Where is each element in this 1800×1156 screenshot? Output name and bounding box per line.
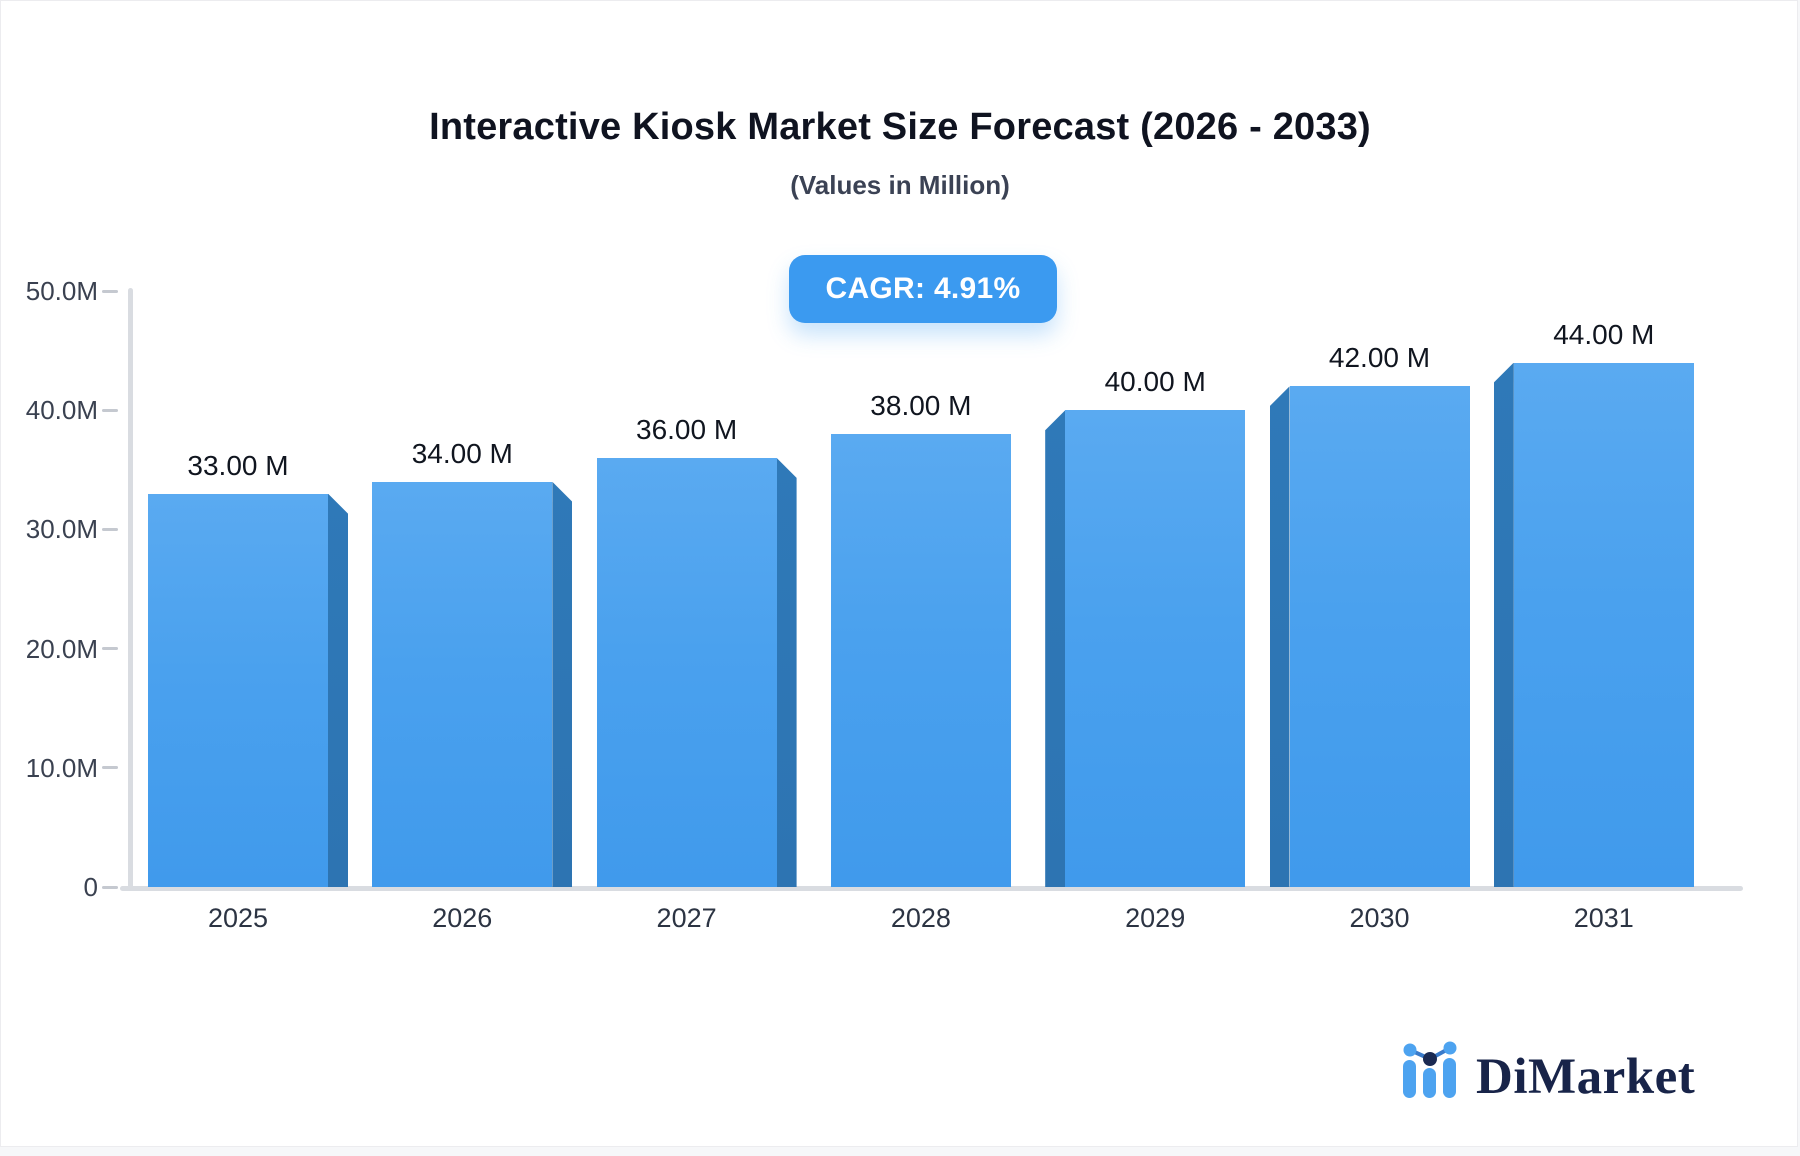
bar-2026-side-face [552, 481, 573, 887]
cagr-badge-label: CAGR: 4.91% [825, 272, 1021, 305]
bar-2027 [596, 457, 777, 887]
x-tick-label: 2025 [207, 903, 269, 933]
chart-subtitle: (Values in Million) [790, 170, 1010, 200]
x-tick-label: 2027 [656, 903, 717, 933]
brand-logo-text: DiMarket [1476, 1049, 1696, 1105]
y-tick-label: 20.0M [25, 633, 98, 664]
bar-value-label: 36.00 M [636, 413, 738, 445]
y-tick-label: 50.0M [25, 276, 98, 306]
x-tick-label: 2031 [1573, 903, 1634, 933]
bar-value-label: 42.00 M [1328, 342, 1431, 374]
bar-2026 [372, 481, 553, 887]
y-tick-mark [102, 885, 118, 889]
y-tick-mark [102, 408, 118, 412]
bar-2029 [1065, 410, 1246, 887]
bar-value-label: 34.00 M [411, 437, 513, 469]
y-tick-label: 0 [83, 872, 98, 902]
x-tick-label: 2028 [890, 903, 951, 933]
x-tick-label: 2030 [1349, 903, 1410, 933]
bar-2025 [148, 493, 328, 887]
x-axis-line [120, 886, 1743, 891]
chart-title: Interactive Kiosk Market Size Forecast (… [429, 106, 1371, 148]
x-tick-label: 2026 [432, 903, 493, 933]
bar-2029-side-face [1045, 410, 1066, 887]
y-tick-mark [102, 527, 118, 531]
bar-value-label: 40.00 M [1104, 366, 1206, 398]
brand-logo: DiMarket [1398, 1036, 1695, 1103]
bar-value-label: 33.00 M [187, 449, 289, 481]
y-tick-mark [102, 647, 118, 651]
bar-value-label: 38.00 M [870, 390, 972, 422]
bar-2028 [830, 434, 1011, 887]
x-tick-label: 2029 [1125, 903, 1186, 933]
mini-bar-chart-icon [1398, 1036, 1464, 1103]
bar-2031 [1513, 362, 1694, 887]
y-tick-label: 10.0M [25, 752, 98, 783]
bar-2025-side-face [328, 493, 348, 887]
bar-2030 [1289, 386, 1470, 887]
bar-2027-side-face [776, 457, 797, 887]
bar-2031-side-face [1493, 362, 1514, 887]
bar-value-label: 44.00 M [1553, 318, 1655, 350]
y-tick-label: 30.0M [25, 514, 98, 545]
y-tick-mark [102, 766, 118, 770]
y-axis-line [128, 288, 133, 889]
y-tick-mark [102, 289, 118, 293]
cagr-badge: CAGR: 4.91% [789, 255, 1057, 323]
y-tick-label: 40.0M [25, 395, 98, 426]
bar-2030-side-face [1269, 386, 1290, 887]
